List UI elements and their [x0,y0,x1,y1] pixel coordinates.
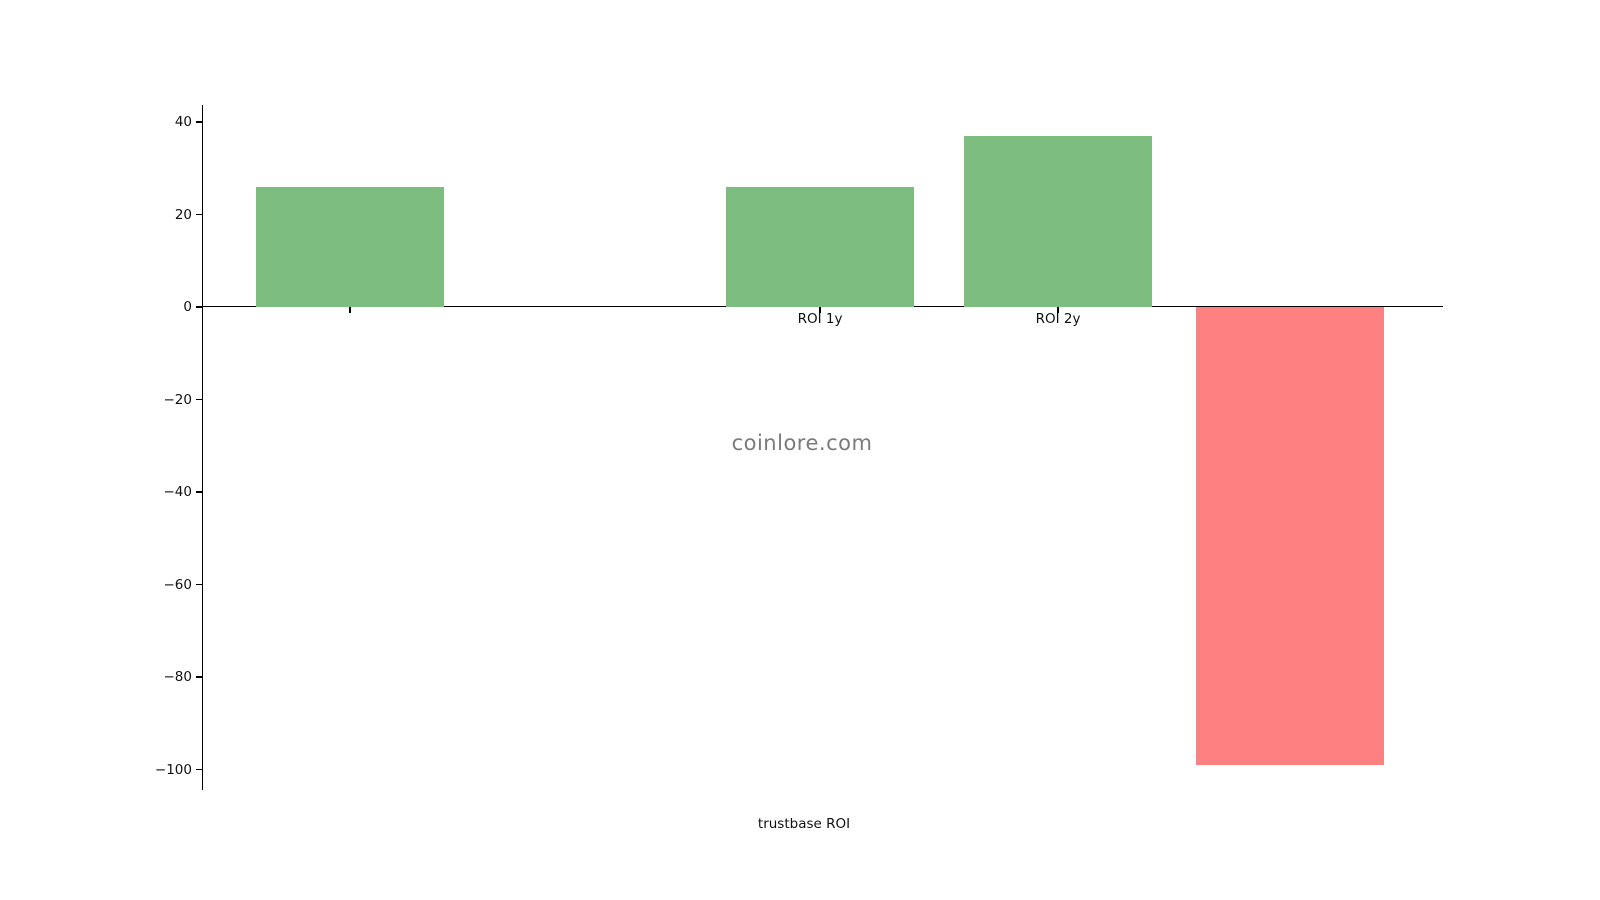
watermark: coinlore.com [731,431,873,455]
y-tick-label: −100 [154,761,192,778]
y-tick-label: −40 [163,484,193,500]
bar-ROI 1y [726,186,914,307]
y-tick-mark [196,306,203,308]
x-tick-mark [819,307,821,313]
y-tick-label: −60 [163,576,193,593]
y-tick-label: 40 [174,114,192,130]
y-axis-line [202,105,204,790]
y-tick-mark [196,491,203,493]
x-axis-title: trustbase ROI [757,816,851,832]
bar-ROI 2y [964,135,1152,307]
y-tick-mark [196,676,203,678]
bar-unlabeled-3 [1196,307,1384,765]
y-tick-label: −80 [163,669,193,685]
x-tick-mark [1057,307,1059,313]
y-tick-mark [196,768,203,771]
y-tick-label: −20 [163,391,193,408]
x-tick-label: ROI 2y [1035,311,1081,327]
x-tick-mark [349,307,351,313]
y-tick-label: 20 [174,206,192,223]
bar-unlabeled-0 [256,186,444,307]
x-tick-label: ROI 1y [797,311,843,327]
y-tick-mark [196,398,203,401]
y-tick-mark [196,121,203,123]
y-tick-mark [196,583,203,586]
y-tick-label: 0 [183,299,192,315]
y-tick-mark [196,213,203,216]
